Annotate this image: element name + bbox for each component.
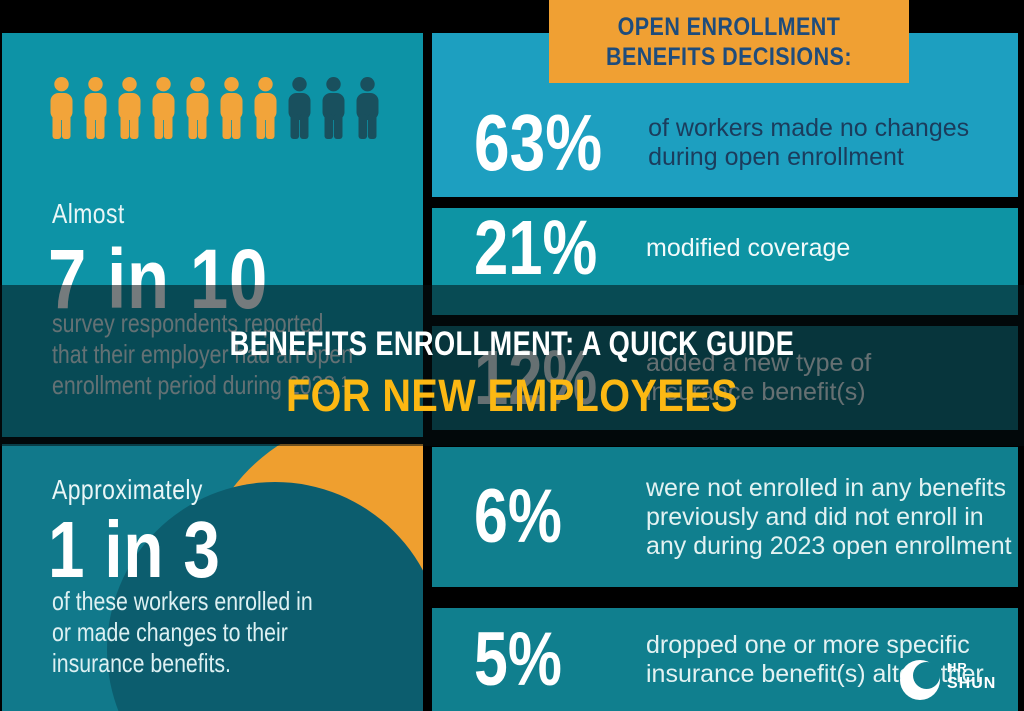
desc-line: any during 2023 open enrollment [646,531,1012,560]
person-icon [48,77,75,139]
desc-line: were not enrolled in any benefits [646,473,1006,502]
stat-row-6pct: 6% were not enrolled in any benefits pre… [432,447,1018,587]
logo-text-hr: HR [947,659,968,675]
lead-text-approximately: Approximately [52,474,203,505]
pictogram-row [48,77,381,139]
desc-line: of workers made no changes [648,114,970,142]
percent-value: 63% [474,98,603,187]
person-icon [286,77,313,139]
desc-line: dropped one or more specific [646,630,970,659]
percent-description: were not enrolled in any benefits previo… [646,474,1012,561]
stat-description-line: insurance benefits. [52,648,231,678]
page-subtitle: FOR NEW EMPLOYEES [286,370,738,421]
person-icon [150,77,177,139]
person-icon [116,77,143,139]
page-title: BENEFITS ENROLLMENT: A QUICK GUIDE [229,325,795,363]
percent-value: 21% [474,205,598,291]
lead-text-almost: Almost [52,198,125,229]
person-icon [82,77,109,139]
panel-approximately-1-in-3: Approximately 1 in 3 of these workers en… [2,444,423,711]
person-icon [218,77,245,139]
percent-description: modified coverage [646,234,850,263]
person-icon [184,77,211,139]
stat-description-line: of these workers enrolled in [52,586,313,616]
person-icon [252,77,279,139]
title-overlay-band [0,285,1024,446]
logo-text-shun: SHUN [947,674,997,692]
hrshun-logo-text: HR SHUN [947,659,997,692]
percent-value: 5% [474,616,562,702]
hrshun-logo-icon [900,660,942,702]
section-header: OPEN ENROLLMENT BENEFITS DECISIONS: [549,0,909,83]
desc-line: during open enrollment [648,143,904,171]
logo-crescent-cut [913,662,940,689]
section-header-line1: OPEN ENROLLMENT [617,12,841,41]
stat-description-line: or made changes to their [52,617,288,647]
section-header-line2: BENEFITS DECISIONS: [606,42,852,71]
stat-1-in-3: 1 in 3 [48,505,221,594]
person-icon [320,77,347,139]
stat-description: of these workers enrolled in or made cha… [52,586,313,679]
person-icon [354,77,381,139]
hrshun-logo: HR SHUN [900,646,1018,706]
percent-description: of workers made no changes during open e… [648,114,969,172]
percent-value: 6% [474,474,562,559]
desc-line: modified coverage [646,234,851,262]
desc-line: previously and did not enroll in [646,502,984,531]
section-header-text: OPEN ENROLLMENT BENEFITS DECISIONS: [606,12,852,72]
